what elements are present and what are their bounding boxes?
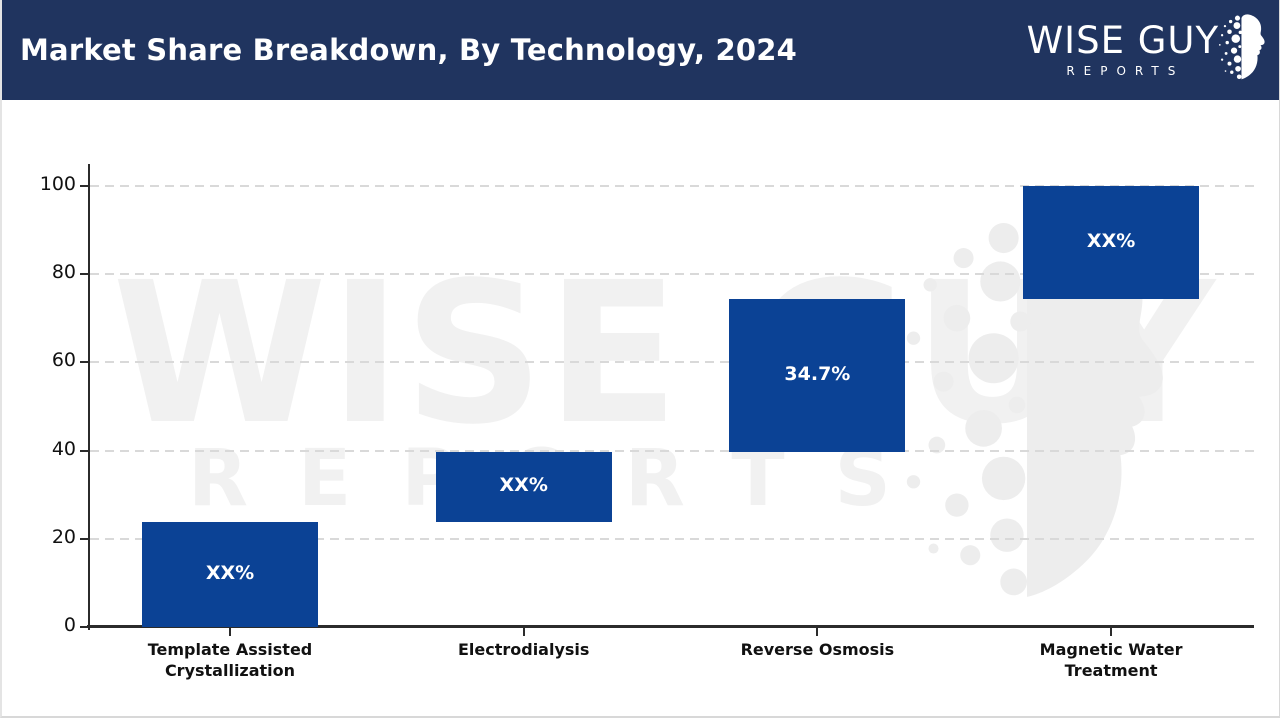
gridline-80 xyxy=(90,273,1254,276)
bar-value-label-magnetic-water-treatment: XX% xyxy=(1086,229,1136,252)
x-tick-template-assisted-crystallization xyxy=(229,628,231,636)
y-tick-60 xyxy=(80,361,88,364)
y-tick-label-0: 0 xyxy=(63,614,76,636)
wiseguy-logo-text: WISE GUY REPORTS xyxy=(1027,22,1219,78)
bar-template-assisted-crystallization xyxy=(142,522,318,627)
bar-value-label-template-assisted-crystallization: XX% xyxy=(205,561,255,584)
y-tick-label-40: 40 xyxy=(51,437,76,460)
logo-tagline: REPORTS xyxy=(1066,64,1185,78)
x-axis-line xyxy=(87,625,1254,628)
x-tick-label-reverse-osmosis: Reverse Osmosis xyxy=(740,640,895,659)
page-title: Market Share Breakdown, By Technology, 2… xyxy=(20,33,798,67)
bar-value-label-electrodialysis: XX% xyxy=(499,474,548,497)
y-tick-label-60: 60 xyxy=(51,349,76,372)
x-tick-magnetic-water-treatment xyxy=(1110,628,1113,636)
y-tick-100 xyxy=(80,185,88,187)
x-tick-electrodialysis xyxy=(522,628,525,636)
y-tick-0 xyxy=(80,626,88,628)
x-tick-label-magnetic-water-treatment: Magnetic Water Treatment xyxy=(1039,640,1183,680)
logo-wordmark: WISE GUY xyxy=(1026,19,1220,62)
x-tick-label-electrodialysis: Electrodialysis xyxy=(457,640,590,659)
y-tick-80 xyxy=(80,273,88,276)
bar-reverse-osmosis xyxy=(729,299,906,453)
bar-value-label-reverse-osmosis: 34.7% xyxy=(784,362,851,385)
y-tick-20 xyxy=(80,537,88,540)
header-bar: Market Share Breakdown, By Technology, 2… xyxy=(0,0,1280,100)
gridline-40 xyxy=(90,449,1254,452)
gridline-60 xyxy=(90,361,1254,364)
gridline-20 xyxy=(90,537,1254,540)
y-tick-label-20: 20 xyxy=(51,525,76,548)
y-tick-label-80: 80 xyxy=(51,261,76,284)
bar-electrodialysis xyxy=(435,452,612,523)
y-axis-line xyxy=(88,164,90,630)
gridline-100 xyxy=(90,185,1254,187)
x-tick-label-template-assisted-crystallization: Template Assisted Crystallization xyxy=(147,640,313,680)
wiseguy-head-icon xyxy=(1213,13,1270,87)
wiseguy-logo: WISE GUY REPORTS xyxy=(1027,7,1270,93)
bar-magnetic-water-treatment xyxy=(1023,186,1200,300)
x-tick-reverse-osmosis xyxy=(816,628,819,636)
watermark-head-icon xyxy=(860,208,1194,642)
y-tick-40 xyxy=(80,449,88,452)
y-tick-label-100: 100 xyxy=(39,173,76,195)
